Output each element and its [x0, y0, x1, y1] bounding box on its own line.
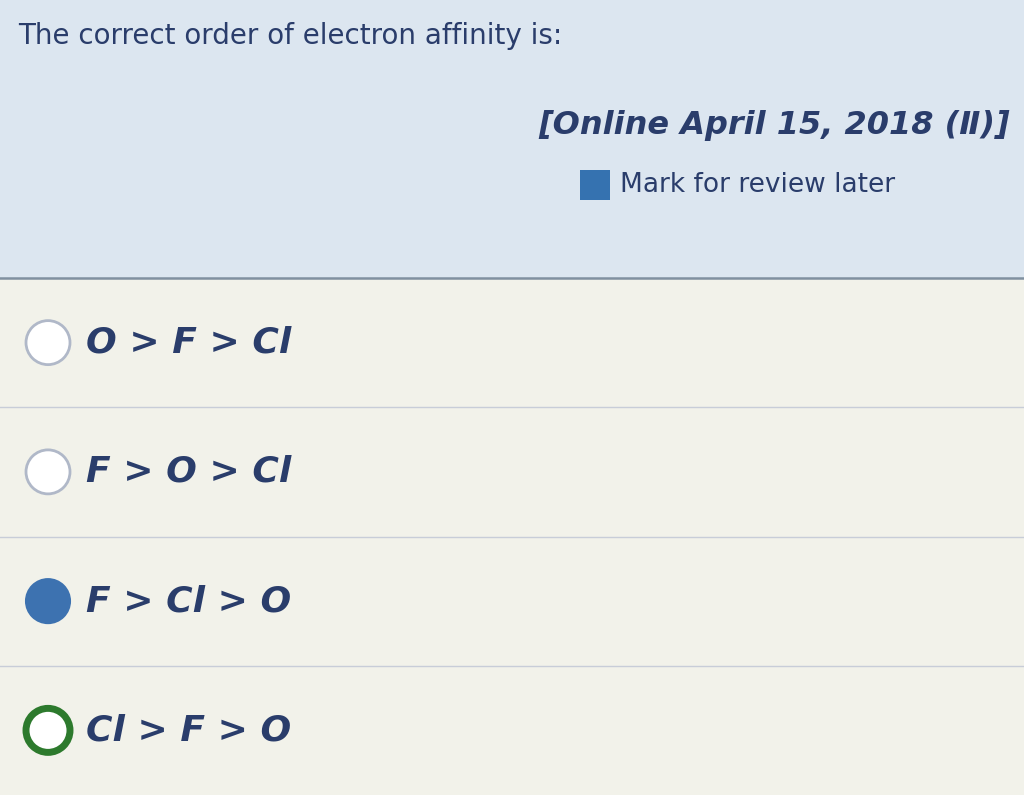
Circle shape — [26, 708, 70, 752]
Text: F > Cl > O: F > Cl > O — [86, 584, 291, 619]
Text: [Online April 15, 2018 (Ⅱ)]: [Online April 15, 2018 (Ⅱ)] — [539, 110, 1010, 141]
Bar — [580, 170, 610, 200]
Bar — [0, 0, 1024, 278]
Text: O > F > Cl: O > F > Cl — [86, 326, 291, 359]
Text: Mark for review later: Mark for review later — [620, 172, 895, 198]
Text: F > O > Cl: F > O > Cl — [86, 455, 291, 489]
Text: Cl > F > O: Cl > F > O — [86, 713, 291, 747]
Circle shape — [26, 450, 70, 494]
Circle shape — [26, 320, 70, 365]
Circle shape — [26, 579, 70, 623]
Text: The correct order of electron affinity is:: The correct order of electron affinity i… — [18, 22, 562, 50]
